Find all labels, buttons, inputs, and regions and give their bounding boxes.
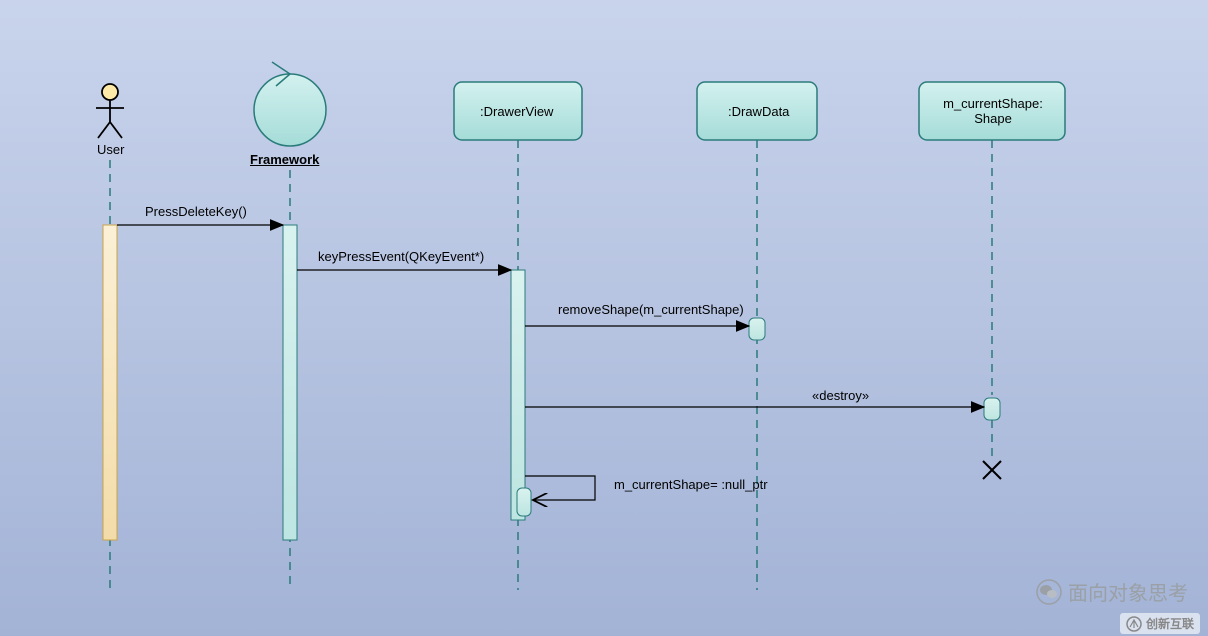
- message-destroy-label: «destroy»: [812, 388, 869, 403]
- message-keypressevent-label: keyPressEvent(QKeyEvent*): [318, 249, 484, 264]
- activation-drawerview: [511, 270, 525, 520]
- footer-logo-icon: [1126, 616, 1142, 632]
- footer-logo: 创新互联: [1120, 613, 1200, 634]
- sequence-diagram-canvas: User Framework :DrawerView :DrawData m_c…: [0, 0, 1208, 636]
- activation-user: [103, 225, 117, 540]
- activation-shape: [984, 398, 1000, 420]
- message-self-nullptr-label: m_currentShape= :null_ptr: [614, 477, 768, 492]
- wechat-icon: [1036, 579, 1062, 605]
- message-pressdeletekey-label: PressDeleteKey(): [145, 204, 247, 219]
- footer-logo-text: 创新互联: [1146, 615, 1194, 632]
- activation-framework: [283, 225, 297, 540]
- lifeline-user-label: User: [97, 142, 124, 157]
- activation-drawerview-self: [517, 488, 531, 516]
- lifeline-shape-label: m_currentShape: Shape: [938, 96, 1048, 126]
- lifeline-drawerview-label: :DrawerView: [480, 104, 553, 119]
- watermark: 面向对象思考: [1036, 577, 1188, 606]
- message-removeshape-label: removeShape(m_currentShape): [558, 302, 744, 317]
- lifeline-framework-label: Framework: [250, 152, 319, 167]
- lifeline-drawdata-label: :DrawData: [728, 104, 789, 119]
- watermark-text: 面向对象思考: [1068, 577, 1188, 606]
- activation-drawdata: [749, 318, 765, 340]
